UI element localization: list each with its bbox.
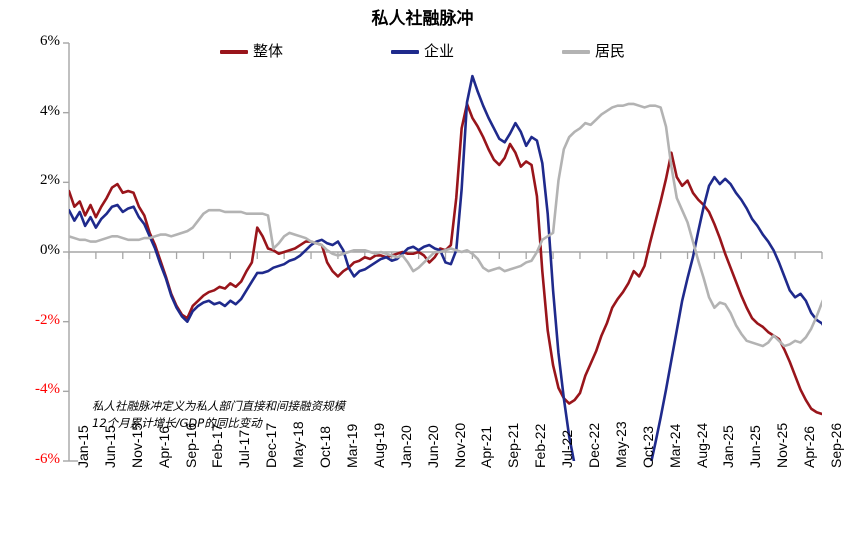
series-layer [69,74,822,461]
x-axis-label: Sep-26 [828,422,844,468]
x-axis-label: Jan-25 [720,425,737,468]
chart-note-line1: 私人社融脉冲定义为私人部门直接和间接融资规模 [92,399,345,413]
y-axis-label: -6% [35,451,60,467]
page-title: 私人社融脉冲 [371,9,474,29]
x-axis-label: Nov-20 [451,422,468,468]
y-axis-label: -2% [35,311,60,328]
x-axis-label: Jan-15 [75,425,91,468]
x-axis-label: Jan-20 [397,425,414,468]
x-axis-label: Aug-24 [693,422,710,468]
series-line-overall [69,102,822,416]
series-line-corporate [69,74,822,461]
x-axis-label: Apr-26 [801,425,818,468]
y-axis-label: -4% [35,381,60,398]
x-axis-label: Jun-15 [101,425,118,468]
series-line-household [69,102,822,348]
y-axis-label: 2% [40,172,60,189]
x-axis-label: Dec-22 [585,422,602,468]
x-axis-label: Oct-18 [317,425,334,468]
y-axis-label: 4% [40,102,60,119]
x-axis-label: Apr-21 [478,425,495,468]
x-axis-label: Jul-22 [559,429,576,468]
x-axis-label: Jun-20 [424,425,441,468]
x-axis-label: Nov-25 [774,422,791,468]
y-axis-label: 0% [40,242,60,258]
x-axis-label: May-23 [612,421,629,468]
x-axis-label: Jul-17 [236,429,253,468]
chart-note-line2: 12个月累计增长/GDP的同比变动 [92,415,262,430]
x-axis-label: Oct-23 [639,425,656,468]
x-axis-label: Mar-24 [666,423,683,468]
x-axis-label: Jun-25 [747,425,764,468]
chart-note: 私人社融脉冲定义为私人部门直接和间接融资规模 12个月累计增长/GDP的同比变动 [92,398,392,431]
x-axis-label: Feb-22 [532,423,549,468]
y-axis-label: 6% [40,33,60,49]
x-axis-label: Sep-21 [505,422,522,468]
x-axis-label: Apr-16 [155,425,172,468]
